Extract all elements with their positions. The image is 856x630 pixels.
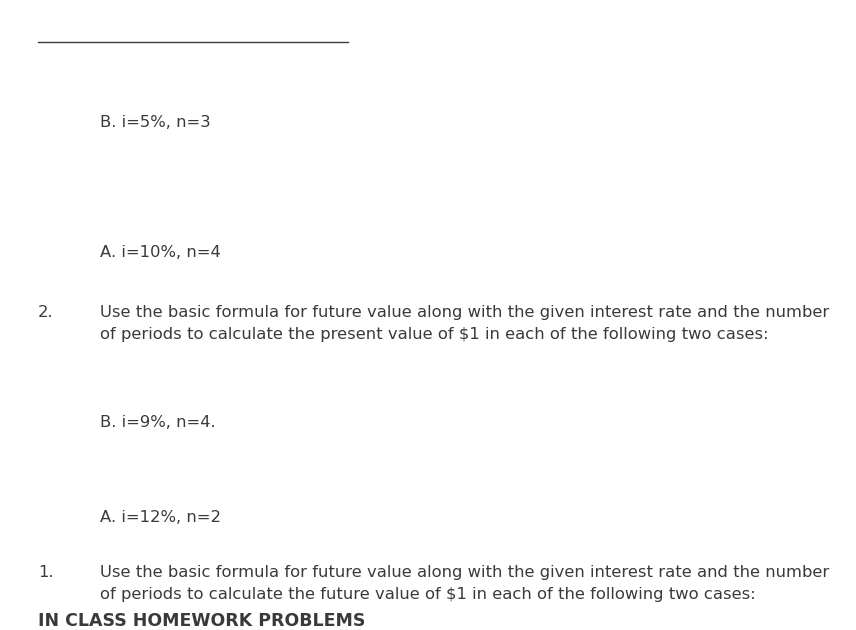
Text: B. i=5%, n=3: B. i=5%, n=3 [100,115,211,130]
Text: Use the basic formula for future value along with the given interest rate and th: Use the basic formula for future value a… [100,305,829,341]
Text: 1.: 1. [38,565,53,580]
Text: A. i=10%, n=4: A. i=10%, n=4 [100,245,221,260]
Text: A. i=12%, n=2: A. i=12%, n=2 [100,510,221,525]
Text: Use the basic formula for future value along with the given interest rate and th: Use the basic formula for future value a… [100,565,829,602]
Text: B. i=9%, n=4.: B. i=9%, n=4. [100,415,216,430]
Text: IN CLASS HOMEWORK PROBLEMS: IN CLASS HOMEWORK PROBLEMS [38,612,366,630]
Text: 2.: 2. [38,305,54,320]
